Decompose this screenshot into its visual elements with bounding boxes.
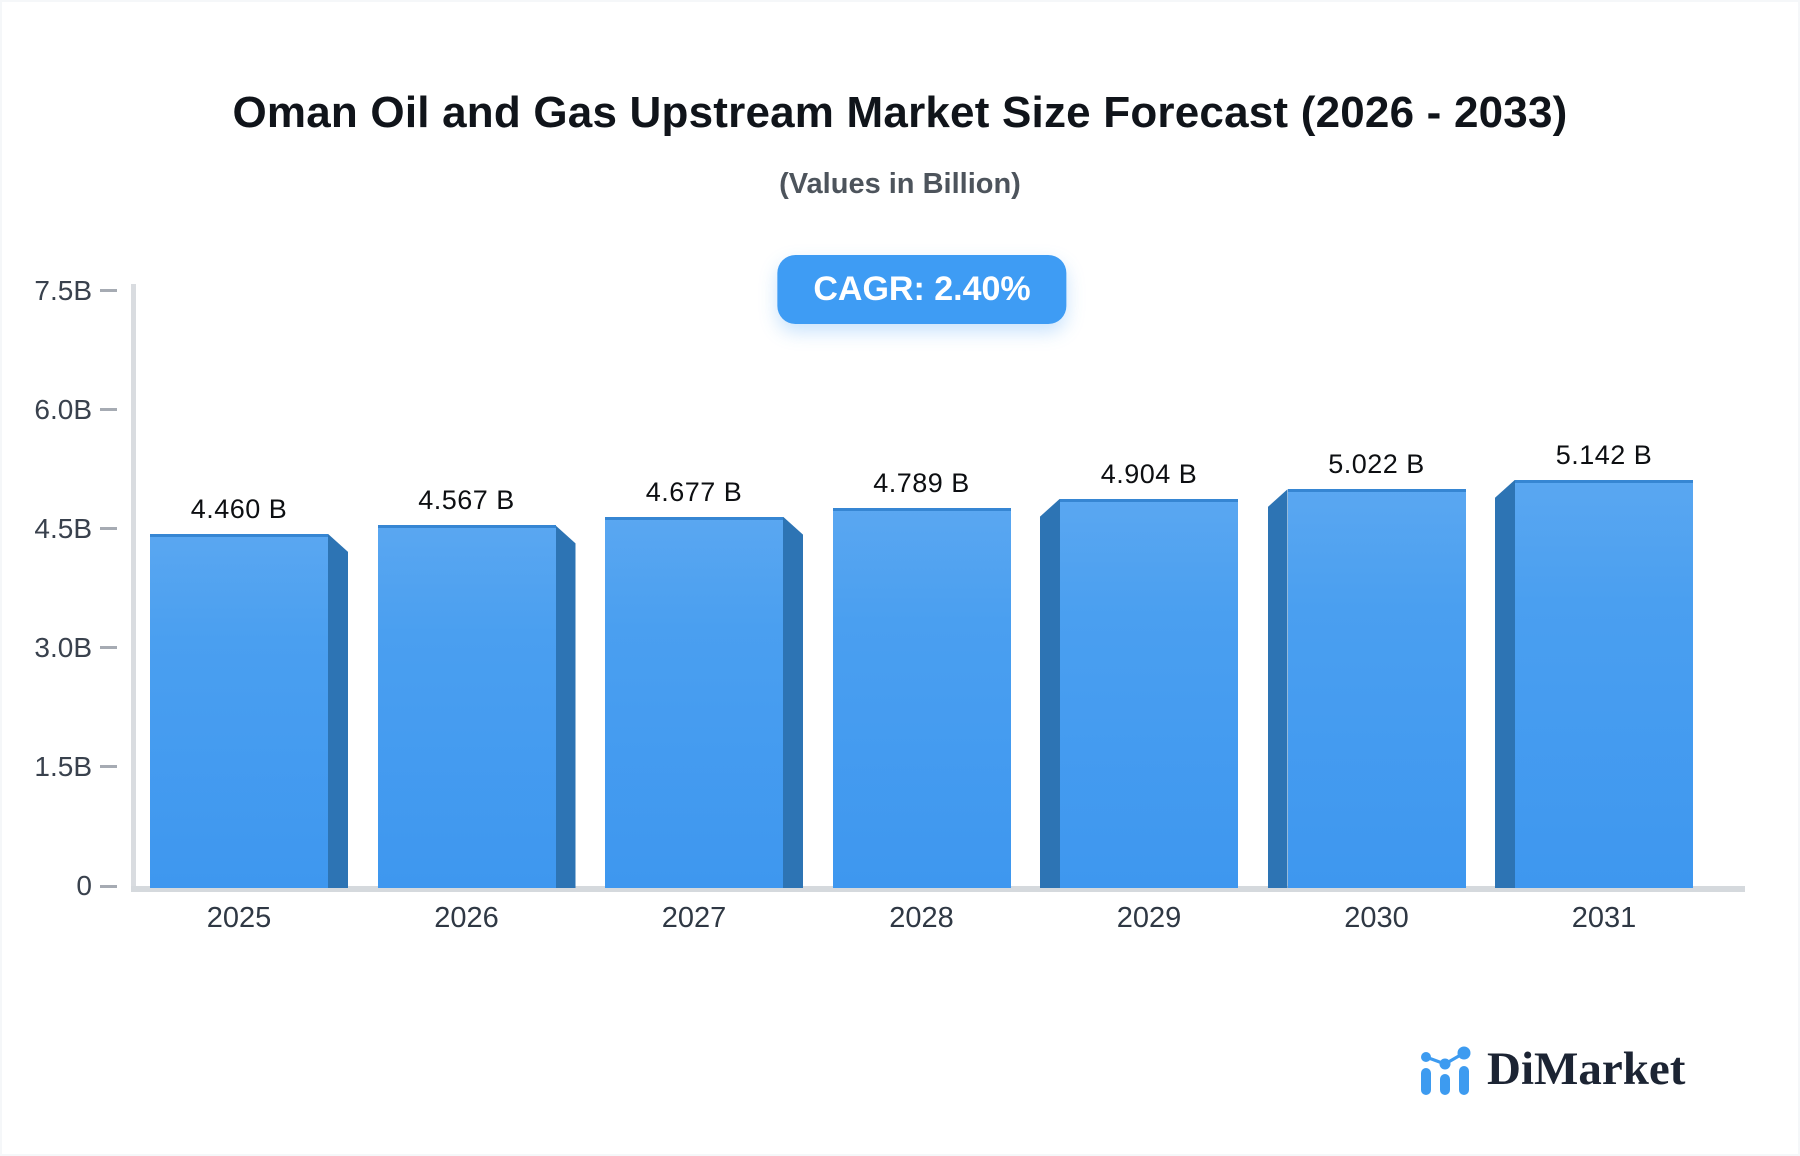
y-axis-line	[131, 284, 136, 892]
bar-2029[interactable]	[1060, 498, 1238, 888]
brand-logo-text: DiMarket	[1487, 1042, 1686, 1095]
bar-value-label-2029: 4.904 B	[1100, 458, 1198, 489]
bar-chart-logo-icon	[1421, 1046, 1471, 1095]
y-tick-mark	[100, 408, 117, 412]
bar-2031[interactable]	[1515, 479, 1693, 888]
bar-side-2025	[328, 533, 348, 888]
y-tick-label: 4.5B	[34, 512, 92, 544]
bar-2028[interactable]	[832, 507, 1011, 888]
bar-value-label-2026: 4.567 B	[418, 485, 515, 516]
y-tick-label: 0	[76, 870, 92, 901]
y-tick-mark	[100, 884, 117, 888]
y-tick-label: 6.0B	[34, 393, 92, 425]
bar-value-label-2025: 4.460 B	[190, 493, 288, 524]
x-axis-label-2027: 2027	[661, 902, 727, 934]
bar-2030[interactable]	[1287, 489, 1466, 888]
x-axis-label-2025: 2025	[206, 902, 272, 934]
bar-side-2027	[783, 516, 803, 888]
bar-2025[interactable]	[150, 533, 328, 888]
x-axis-label-2029: 2029	[1116, 902, 1182, 934]
bar-side-2026	[555, 525, 576, 888]
bar-side-2029	[1040, 498, 1060, 888]
y-tick-mark	[100, 527, 117, 531]
bar-value-label-2030: 5.022 B	[1328, 449, 1425, 480]
x-axis-label-2030: 2030	[1344, 902, 1409, 934]
bar-side-2030	[1267, 489, 1288, 888]
bar-2027[interactable]	[605, 516, 783, 888]
y-tick-mark	[100, 646, 117, 650]
x-axis-label-2026: 2026	[434, 902, 499, 934]
x-axis-label-2031: 2031	[1571, 902, 1637, 934]
y-tick-mark	[100, 289, 117, 292]
chart-subtitle: (Values in Billion)	[779, 168, 1021, 200]
y-tick-label: 7.5B	[34, 274, 92, 306]
bar-2026[interactable]	[377, 525, 556, 888]
chart-title: Oman Oil and Gas Upstream Market Size Fo…	[232, 88, 1568, 137]
cagr-badge: CAGR: 2.40%	[777, 255, 1067, 324]
y-tick-label: 3.0B	[34, 631, 92, 663]
y-tick-label: 1.5B	[34, 750, 92, 782]
bar-value-label-2027: 4.677 B	[645, 476, 743, 507]
bar-value-label-2028: 4.789 B	[873, 467, 970, 498]
bar-side-2031	[1495, 479, 1515, 888]
brand-logo: DiMarket	[1418, 1040, 1685, 1098]
y-tick-mark	[100, 765, 117, 769]
x-axis-line	[131, 886, 1745, 892]
x-axis-label-2028: 2028	[889, 902, 954, 934]
bar-value-label-2031: 5.142 B	[1555, 439, 1653, 470]
